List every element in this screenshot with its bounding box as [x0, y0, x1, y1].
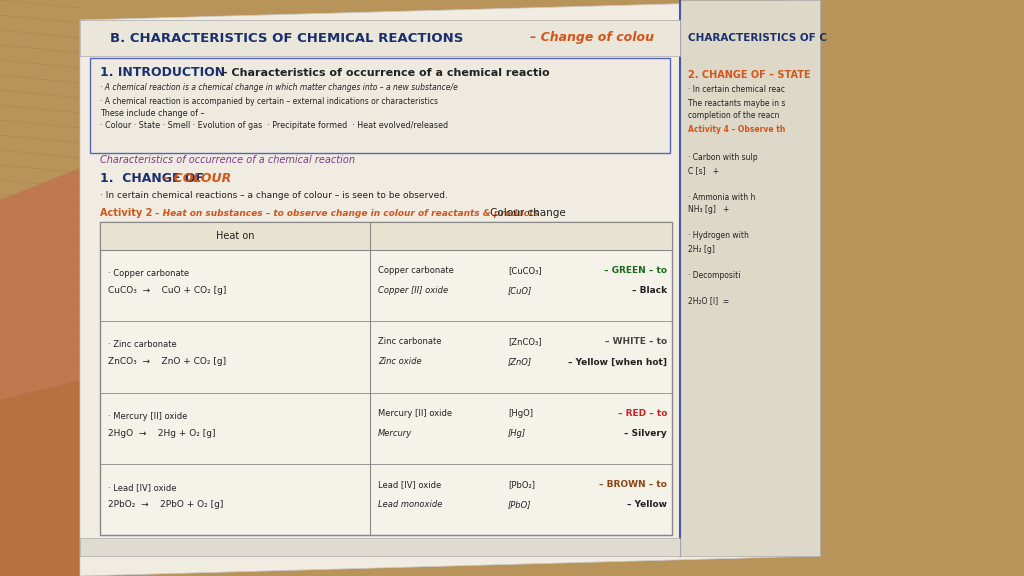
Text: [HgO]: [HgO]: [508, 408, 534, 418]
Text: CHARACTERISTICS OF C: CHARACTERISTICS OF C: [688, 33, 827, 43]
Text: – Heat on substances – to observe change in colour of reactants & products: – Heat on substances – to observe change…: [155, 209, 539, 218]
Text: 2HgO  →    2Hg + O₂ [g]: 2HgO → 2Hg + O₂ [g]: [108, 429, 215, 438]
Bar: [100, 222, 672, 535]
Text: NH₃ [g]   +: NH₃ [g] +: [688, 206, 729, 214]
Text: The reactants maybe in s: The reactants maybe in s: [688, 98, 785, 108]
Text: [ZnO]: [ZnO]: [508, 357, 532, 366]
Text: – COLOUR: – COLOUR: [163, 172, 231, 184]
Text: · Colour · State · Smell · Evolution of gas  · Precipitate formed  · Heat evolve: · Colour · State · Smell · Evolution of …: [100, 122, 449, 131]
Text: · A chemical reaction is accompanied by certain – external indications or charac: · A chemical reaction is accompanied by …: [100, 97, 438, 105]
Text: – Black: – Black: [632, 286, 667, 295]
Text: [PbO]: [PbO]: [508, 500, 531, 509]
Polygon shape: [680, 0, 820, 556]
Bar: [80, 538, 680, 556]
Text: · In certain chemical reactions – a change of colour – is seen to be observed.: · In certain chemical reactions – a chan…: [100, 191, 447, 200]
Bar: [100, 222, 672, 250]
Text: · Lead [IV] oxide: · Lead [IV] oxide: [108, 483, 176, 492]
Polygon shape: [0, 380, 100, 576]
Text: CuCO₃  →    CuO + CO₂ [g]: CuCO₃ → CuO + CO₂ [g]: [108, 286, 226, 295]
Text: Zinc carbonate: Zinc carbonate: [378, 338, 441, 346]
Text: – Silvery: – Silvery: [625, 429, 667, 438]
Text: · Zinc carbonate: · Zinc carbonate: [108, 340, 177, 350]
Text: [PbO₂]: [PbO₂]: [508, 480, 535, 489]
Text: [ZnCO₃]: [ZnCO₃]: [508, 338, 542, 346]
Text: 1. INTRODUCTION: 1. INTRODUCTION: [100, 66, 225, 79]
Text: – BROWN – to: – BROWN – to: [599, 480, 667, 489]
Text: 2. CHANGE OF – STATE: 2. CHANGE OF – STATE: [688, 70, 811, 80]
Text: Copper carbonate: Copper carbonate: [378, 266, 454, 275]
Text: · Mercury [II] oxide: · Mercury [II] oxide: [108, 412, 187, 420]
Text: – Yellow [when hot]: – Yellow [when hot]: [568, 357, 667, 366]
Text: – Characteristics of occurrence of a chemical reactio: – Characteristics of occurrence of a che…: [222, 68, 550, 78]
Text: · A chemical reaction is a chemical change in which matter changes into – a new : · A chemical reaction is a chemical chan…: [100, 84, 458, 93]
Polygon shape: [80, 0, 820, 576]
Text: ZnCO₃  →    ZnO + CO₂ [g]: ZnCO₃ → ZnO + CO₂ [g]: [108, 357, 226, 366]
Text: Mercury: Mercury: [378, 429, 413, 438]
Text: – Change of colou: – Change of colou: [530, 32, 654, 44]
Text: – Yellow: – Yellow: [627, 500, 667, 509]
Text: Activity 2: Activity 2: [100, 208, 153, 218]
Text: Zinc oxide: Zinc oxide: [378, 357, 422, 366]
Text: [Hg]: [Hg]: [508, 429, 526, 438]
Text: – GREEN – to: – GREEN – to: [604, 266, 667, 275]
Text: · Decompositi: · Decompositi: [688, 271, 740, 279]
Text: [CuO]: [CuO]: [508, 286, 532, 295]
Text: B. CHARACTERISTICS OF CHEMICAL REACTIONS: B. CHARACTERISTICS OF CHEMICAL REACTIONS: [110, 32, 464, 44]
Text: Characteristics of occurrence of a chemical reaction: Characteristics of occurrence of a chemi…: [100, 155, 355, 165]
Text: Copper [II] oxide: Copper [II] oxide: [378, 286, 449, 295]
Text: [CuCO₃]: [CuCO₃]: [508, 266, 542, 275]
Text: C [s]   +: C [s] +: [688, 166, 719, 176]
Text: · In certain chemical reac: · In certain chemical reac: [688, 85, 785, 94]
Text: – WHITE – to: – WHITE – to: [605, 338, 667, 346]
Text: Activity 4 – Observe th: Activity 4 – Observe th: [688, 126, 785, 135]
Text: These include change of –: These include change of –: [100, 108, 205, 118]
Polygon shape: [0, 160, 120, 576]
Text: · Carbon with sulp: · Carbon with sulp: [688, 153, 758, 162]
Text: · Hydrogen with: · Hydrogen with: [688, 232, 749, 241]
Text: Colour change: Colour change: [490, 208, 565, 218]
Bar: [80, 20, 680, 56]
Text: 1.  CHANGE OF: 1. CHANGE OF: [100, 172, 204, 184]
Text: · Copper carbonate: · Copper carbonate: [108, 269, 189, 278]
Text: 2H₂O [l]  =: 2H₂O [l] =: [688, 297, 729, 305]
Text: · Ammonia with h: · Ammonia with h: [688, 192, 756, 202]
Text: Lead [IV] oxide: Lead [IV] oxide: [378, 480, 441, 489]
Bar: [90, 58, 670, 153]
Text: – RED – to: – RED – to: [617, 408, 667, 418]
Text: 2PbO₂  →    2PbO + O₂ [g]: 2PbO₂ → 2PbO + O₂ [g]: [108, 500, 223, 509]
Text: completion of the reacn: completion of the reacn: [688, 112, 779, 120]
Text: Lead monoxide: Lead monoxide: [378, 500, 442, 509]
Text: 2H₂ [g]: 2H₂ [g]: [688, 244, 715, 253]
Text: Mercury [II] oxide: Mercury [II] oxide: [378, 408, 453, 418]
Text: Heat on: Heat on: [216, 231, 254, 241]
